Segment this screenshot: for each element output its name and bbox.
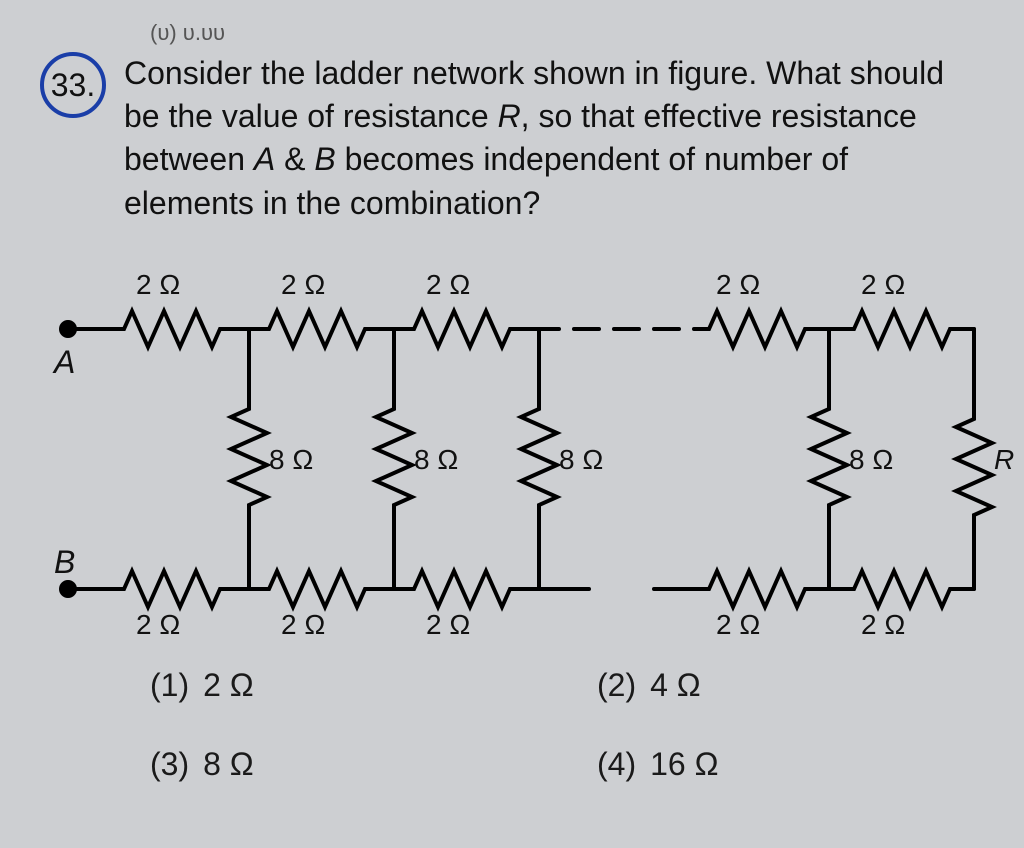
bottom-resistor-5-label: 2 Ω xyxy=(861,609,905,641)
amp: & xyxy=(275,141,314,177)
var-B: B xyxy=(314,141,335,177)
top-resistor-4-label: 2 Ω xyxy=(716,269,760,301)
question-number: 33. xyxy=(51,67,95,104)
bottom-resistor-2-label: 2 Ω xyxy=(281,609,325,641)
options-grid: (1) 2 Ω (2) 4 Ω (3) 8 Ω (4) 16 Ω xyxy=(150,667,984,783)
top-resistor-5-label: 2 Ω xyxy=(861,269,905,301)
option-2: (2) 4 Ω xyxy=(597,667,984,704)
shunt-4-label: 8 Ω xyxy=(849,444,893,476)
var-R: R xyxy=(498,98,521,134)
question-text: Consider the ladder network shown in fig… xyxy=(124,52,984,225)
option-1-val: 2 Ω xyxy=(203,667,254,704)
option-3-num: (3) xyxy=(150,746,189,783)
shunt-3-label: 8 Ω xyxy=(559,444,603,476)
option-1-num: (1) xyxy=(150,667,189,704)
terminal-B-label: B xyxy=(54,544,75,581)
prev-fragment: (υ) υ.υυ xyxy=(150,20,984,46)
option-1: (1) 2 Ω xyxy=(150,667,537,704)
option-3: (3) 8 Ω xyxy=(150,746,537,783)
option-4: (4) 16 Ω xyxy=(597,746,984,783)
shunt-1-label: 8 Ω xyxy=(269,444,313,476)
top-resistor-3-label: 2 Ω xyxy=(426,269,470,301)
circuit-diagram: A B 2 Ω 2 Ω 2 Ω 2 Ω 2 Ω 8 Ω 8 Ω 8 Ω 8 Ω … xyxy=(54,249,1014,649)
var-A: A xyxy=(254,141,275,177)
bottom-resistor-3-label: 2 Ω xyxy=(426,609,470,641)
question-block: 33. Consider the ladder network shown in… xyxy=(40,52,984,225)
bottom-resistor-4-label: 2 Ω xyxy=(716,609,760,641)
question-number-circle: 33. xyxy=(40,52,106,118)
option-2-val: 4 Ω xyxy=(650,667,701,704)
terminator-R-label: R xyxy=(994,444,1014,476)
top-resistor-2-label: 2 Ω xyxy=(281,269,325,301)
top-resistor-1-label: 2 Ω xyxy=(136,269,180,301)
shunt-2-label: 8 Ω xyxy=(414,444,458,476)
terminal-A-label: A xyxy=(54,344,75,381)
option-2-num: (2) xyxy=(597,667,636,704)
page-root: (υ) υ.υυ 33. Consider the ladder network… xyxy=(0,0,1024,848)
option-4-num: (4) xyxy=(597,746,636,783)
option-4-val: 16 Ω xyxy=(650,746,718,783)
bottom-resistor-1-label: 2 Ω xyxy=(136,609,180,641)
option-3-val: 8 Ω xyxy=(203,746,254,783)
